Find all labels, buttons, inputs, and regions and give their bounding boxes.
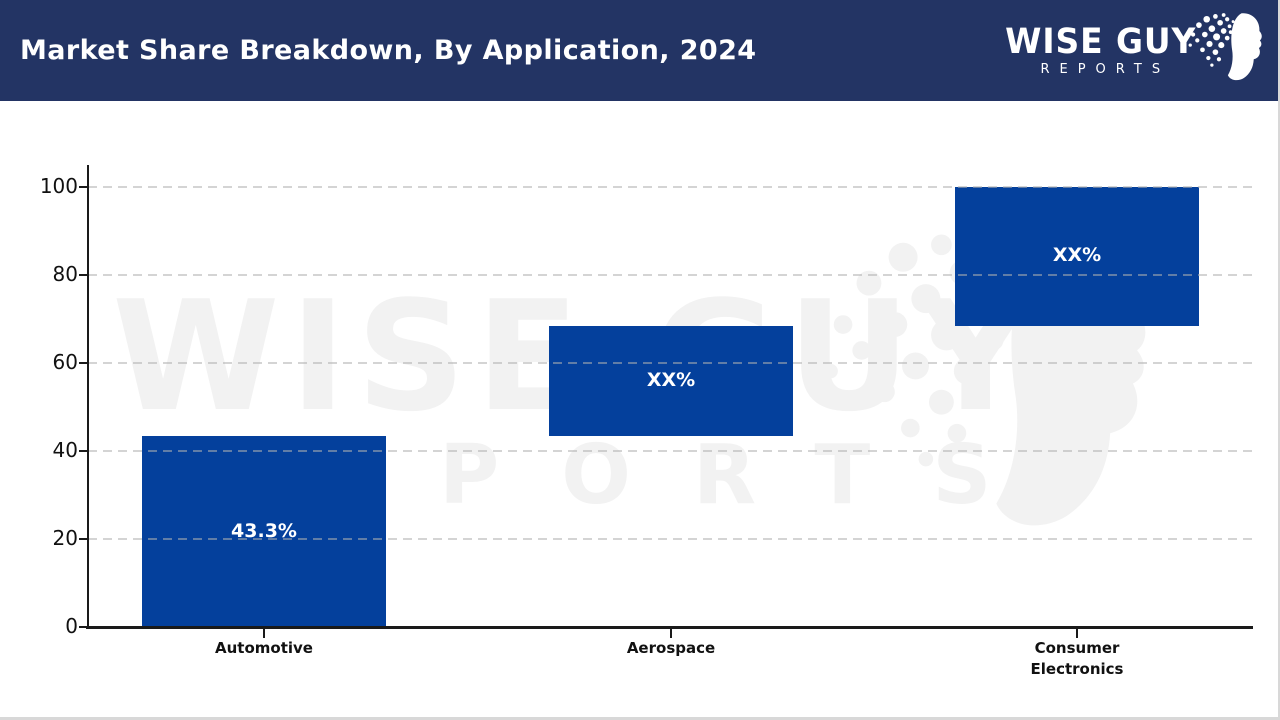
- y-tick-mark: [79, 538, 88, 540]
- x-tick-label-1: Automotive: [215, 639, 313, 657]
- bar-automotive: [142, 436, 386, 627]
- x-tick-mark: [263, 629, 265, 638]
- gridline-20: [88, 538, 1253, 540]
- y-tick-label: 80: [52, 262, 78, 286]
- x-tick-label-3: Consumer Electronics: [1030, 639, 1124, 678]
- bar-consumer-electronics: [955, 187, 1199, 326]
- header-bar: Market Share Breakdown, By Application, …: [0, 0, 1278, 101]
- bar-value-label: 43.3%: [231, 519, 297, 542]
- gridline-100: [88, 186, 1253, 188]
- y-axis-line: [87, 165, 89, 628]
- bar-value-label: XX%: [646, 369, 696, 392]
- y-tick-label: 20: [52, 526, 78, 550]
- x-tick-mark: [670, 629, 672, 638]
- logo-wordmark: WISE GUY: [1004, 22, 1196, 62]
- y-tick-mark: [79, 626, 88, 628]
- logo-face-icon: [1186, 12, 1266, 90]
- y-tick-mark: [79, 274, 88, 276]
- x-tick-label-2: Aerospace: [626, 639, 716, 657]
- y-tick-label: 60: [52, 350, 78, 374]
- gridline-40: [88, 450, 1253, 452]
- bar-aerospace: [549, 325, 793, 437]
- bar-value-label: XX%: [1052, 244, 1102, 267]
- logo-subtext: REPORTS: [1040, 62, 1171, 77]
- x-tick-mark: [1076, 629, 1078, 638]
- y-tick-label: 100: [39, 174, 78, 198]
- y-tick-label: 40: [52, 438, 78, 462]
- y-tick-label: 0: [65, 614, 78, 638]
- y-tick-mark: [79, 362, 88, 364]
- logo-text: WISE GUY REPORTS: [999, 24, 1202, 77]
- gridline-60: [88, 362, 1253, 364]
- y-tick-mark: [79, 450, 88, 452]
- y-tick-mark: [79, 186, 88, 188]
- gridline-80: [88, 274, 1253, 276]
- wise-guy-reports-logo: WISE GUY REPORTS: [999, 12, 1266, 90]
- x-axis-line: [86, 626, 1253, 629]
- page-title: Market Share Breakdown, By Application, …: [20, 35, 757, 66]
